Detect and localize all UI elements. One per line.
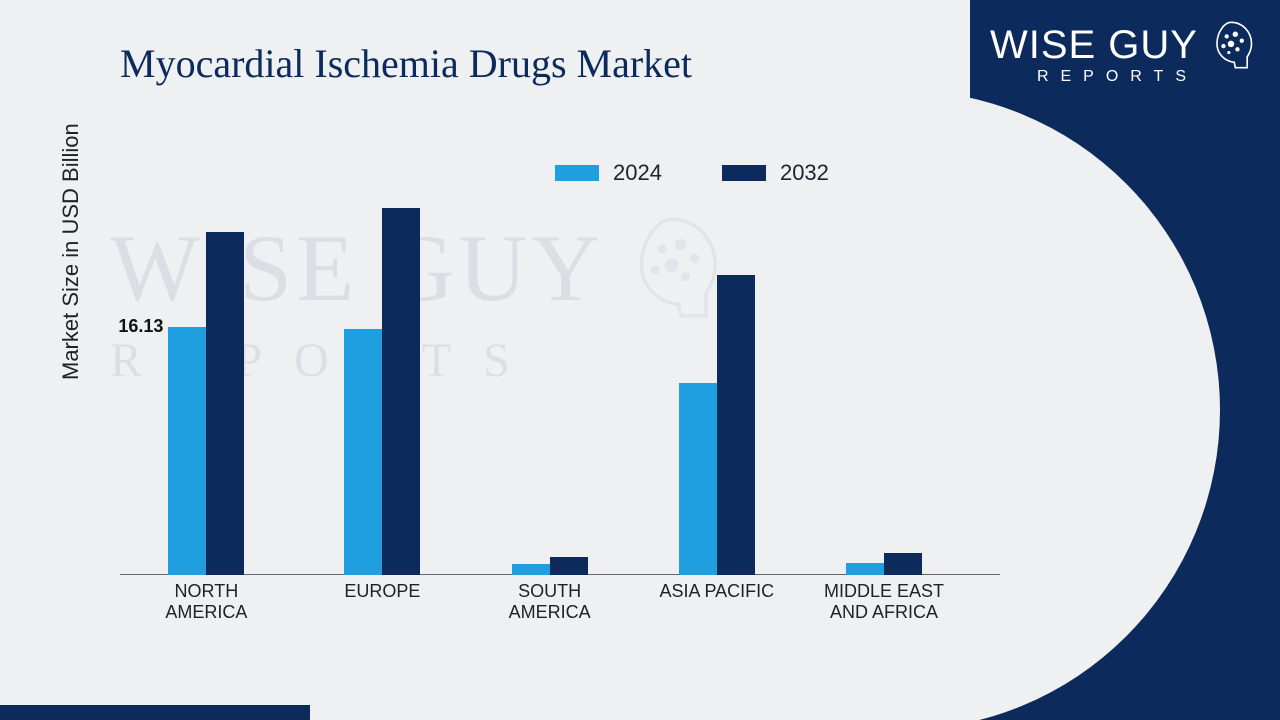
legend-item-2024: 2024 xyxy=(555,160,662,186)
bar xyxy=(550,557,588,575)
x-axis-label: MIDDLE EAST AND AFRICA xyxy=(814,575,954,622)
legend-item-2032: 2032 xyxy=(722,160,829,186)
x-axis-label: EUROPE xyxy=(312,575,452,602)
bar xyxy=(717,275,755,575)
head-icon xyxy=(1204,18,1258,72)
bar xyxy=(168,327,206,575)
x-axis-label: NORTH AMERICA xyxy=(136,575,276,622)
brand-name: WISE GUY xyxy=(990,23,1198,68)
bar-value-label: 16.13 xyxy=(118,316,163,337)
chart-title: Myocardial Ischemia Drugs Market xyxy=(120,40,692,87)
legend-swatch xyxy=(722,165,766,181)
bar xyxy=(512,564,550,575)
legend-swatch xyxy=(555,165,599,181)
y-axis-label: Market Size in USD Billion xyxy=(58,123,84,380)
bar xyxy=(884,553,922,575)
legend-label: 2032 xyxy=(780,160,829,186)
footer-accent-bar xyxy=(0,705,310,720)
legend: 2024 2032 xyxy=(555,160,829,186)
brand-logo: WISE GUY REPORTS xyxy=(988,18,1258,86)
chart-canvas: WISE GUY REPORTS Myocardial Ischemia Dru… xyxy=(0,0,1280,720)
bar xyxy=(344,329,382,575)
bar xyxy=(679,383,717,576)
x-axis-label: SOUTH AMERICA xyxy=(480,575,620,622)
legend-label: 2024 xyxy=(613,160,662,186)
x-axis-label: ASIA PACIFIC xyxy=(647,575,787,602)
bar xyxy=(382,208,420,575)
bar xyxy=(846,563,884,575)
plot-area: NORTH AMERICA16.13EUROPESOUTH AMERICAASI… xyxy=(120,190,1000,575)
bar xyxy=(206,232,244,575)
